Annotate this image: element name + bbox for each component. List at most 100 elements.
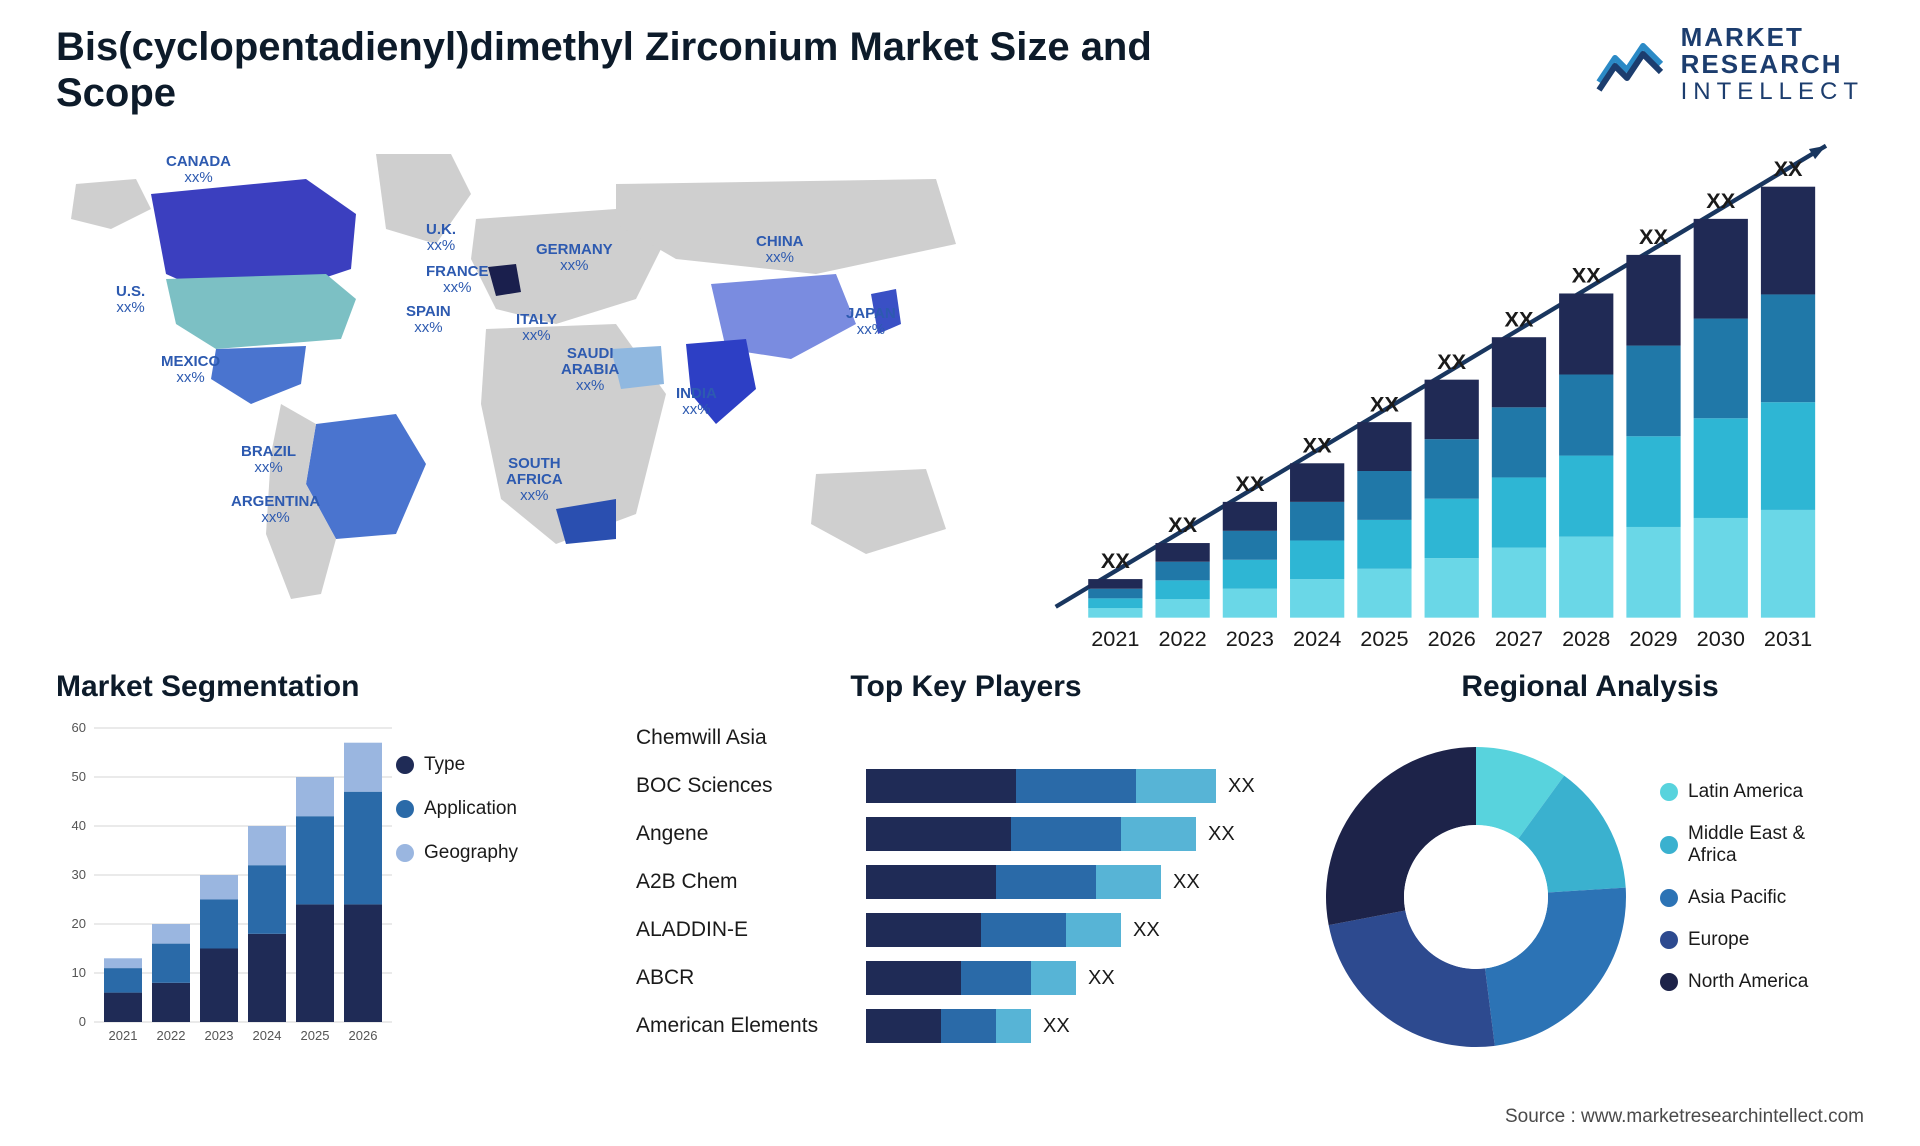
growth-bar-seg <box>1559 537 1613 618</box>
region-legend-item: Latin America <box>1660 781 1864 803</box>
growth-bar-seg <box>1626 346 1680 437</box>
legend-swatch-icon <box>396 844 414 862</box>
player-row: BOC SciencesXX <box>636 766 1296 806</box>
regional-body: Latin America Middle East &Africa Asia Pac… <box>1316 714 1864 1080</box>
legend-swatch-icon <box>1660 931 1678 949</box>
player-value: XX <box>1208 823 1235 846</box>
growth-arrowhead-icon <box>1809 146 1826 159</box>
player-bar <box>866 865 1161 899</box>
country-greenland <box>376 154 471 244</box>
seg-ytick: 50 <box>72 769 86 784</box>
growth-year-label: 2029 <box>1629 626 1677 651</box>
map-label-japan: JAPANxx% <box>846 306 896 338</box>
seg-bar-seg <box>152 924 190 944</box>
country-australia <box>811 469 946 554</box>
player-bar-seg <box>1031 961 1076 995</box>
map-label-germany: GERMANYxx% <box>536 242 613 274</box>
growth-bar-seg <box>1223 502 1277 531</box>
player-row: ABCRXX <box>636 958 1296 998</box>
legend-label: Latin America <box>1688 781 1803 803</box>
player-name: Angene <box>636 822 866 846</box>
growth-bar-seg <box>1223 531 1277 560</box>
growth-bar-seg <box>1559 293 1613 374</box>
map-label-spain: SPAINxx% <box>406 304 451 336</box>
player-bar <box>866 817 1196 851</box>
growth-bar-seg <box>1761 510 1815 618</box>
growth-bar-seg <box>1492 548 1546 618</box>
region-legend-item: Europe <box>1660 929 1864 951</box>
players-panel: Top Key Players Chemwill AsiaBOC Science… <box>636 670 1296 1080</box>
growth-bar-seg <box>1492 477 1546 547</box>
player-row: A2B ChemXX <box>636 862 1296 902</box>
player-row: Angene XX <box>636 814 1296 854</box>
growth-year-label: 2025 <box>1360 626 1408 651</box>
bottom-row: Market Segmentation 01020304050602021202… <box>56 670 1864 1080</box>
region-legend-item: Asia Pacific <box>1660 887 1864 909</box>
map-label-u-s-: U.S.xx% <box>116 284 145 316</box>
seg-bar-seg <box>200 949 238 1023</box>
logo-text: MARKET RESEARCH INTELLECT <box>1681 24 1864 104</box>
growth-year-label: 2023 <box>1226 626 1274 651</box>
growth-bar-seg <box>1223 589 1277 618</box>
logo-line-1: MARKET <box>1681 24 1864 51</box>
player-bar-wrap: XX <box>866 1009 1296 1043</box>
growth-bar-seg <box>1694 418 1748 518</box>
seg-bar-seg <box>344 743 382 792</box>
seg-ytick: 0 <box>79 1014 86 1029</box>
seg-bar-seg <box>248 826 286 865</box>
growth-bar-label: XX <box>1706 188 1735 213</box>
growth-bar-seg <box>1357 471 1411 520</box>
growth-bar-seg <box>1223 560 1277 589</box>
seg-xtick: 2022 <box>157 1028 186 1043</box>
seg-bar-seg <box>200 875 238 900</box>
growth-bar-label: XX <box>1235 471 1264 496</box>
growth-bar-label: XX <box>1437 349 1466 374</box>
player-bar-seg <box>866 769 1016 803</box>
seg-ytick: 10 <box>72 965 86 980</box>
growth-bar-seg <box>1290 540 1344 579</box>
seg-bar-seg <box>296 777 334 816</box>
segmentation-title: Market Segmentation <box>56 670 616 704</box>
growth-bar-seg <box>1492 337 1546 407</box>
player-bar-seg <box>961 961 1031 995</box>
growth-bar-label: XX <box>1101 548 1130 573</box>
growth-bar-seg <box>1694 518 1748 618</box>
growth-bar-seg <box>1492 407 1546 477</box>
seg-bar-seg <box>296 904 334 1022</box>
country-usa <box>166 274 356 349</box>
seg-bar-seg <box>296 816 334 904</box>
player-name: American Elements <box>636 1014 866 1038</box>
segmentation-bar-chart: 0102030405060202120222023202420252026 <box>56 714 396 1054</box>
player-bar-wrap: XX <box>866 769 1296 803</box>
map-label-canada: CANADAxx% <box>166 154 231 186</box>
logo-line-3: INTELLECT <box>1681 79 1864 104</box>
map-label-france: FRANCExx% <box>426 264 489 296</box>
growth-bar-seg <box>1088 579 1142 589</box>
growth-bar-seg <box>1425 499 1479 558</box>
player-bar-seg <box>1011 817 1121 851</box>
player-bar-seg <box>1136 769 1216 803</box>
legend-label: Type <box>424 754 465 776</box>
growth-bar-seg <box>1626 436 1680 527</box>
growth-bar-label: XX <box>1504 306 1533 331</box>
growth-bar-seg <box>1155 599 1209 618</box>
growth-bar-label: XX <box>1572 263 1601 288</box>
player-name: ABCR <box>636 966 866 990</box>
region-legend-item: Middle East &Africa <box>1660 823 1864 867</box>
growth-bar-seg <box>1155 562 1209 581</box>
legend-label: Middle East &Africa <box>1688 823 1805 867</box>
map-label-saudi-arabia: SAUDIARABIAxx% <box>561 346 619 393</box>
world-map-panel: CANADAxx%U.S.xx%MEXICOxx%BRAZILxx%ARGENT… <box>56 124 976 654</box>
legend-label: Europe <box>1688 929 1749 951</box>
growth-year-label: 2024 <box>1293 626 1341 651</box>
player-bar-seg <box>866 865 996 899</box>
player-name: ALADDIN-E <box>636 918 866 942</box>
seg-bar-seg <box>344 792 382 905</box>
seg-bar-seg <box>104 993 142 1022</box>
growth-year-label: 2026 <box>1428 626 1476 651</box>
legend-swatch-icon <box>1660 973 1678 991</box>
player-name: BOC Sciences <box>636 774 866 798</box>
seg-bar-seg <box>104 968 142 993</box>
map-label-south-africa: SOUTHAFRICAxx% <box>506 456 563 503</box>
player-name: Chemwill Asia <box>636 726 866 750</box>
